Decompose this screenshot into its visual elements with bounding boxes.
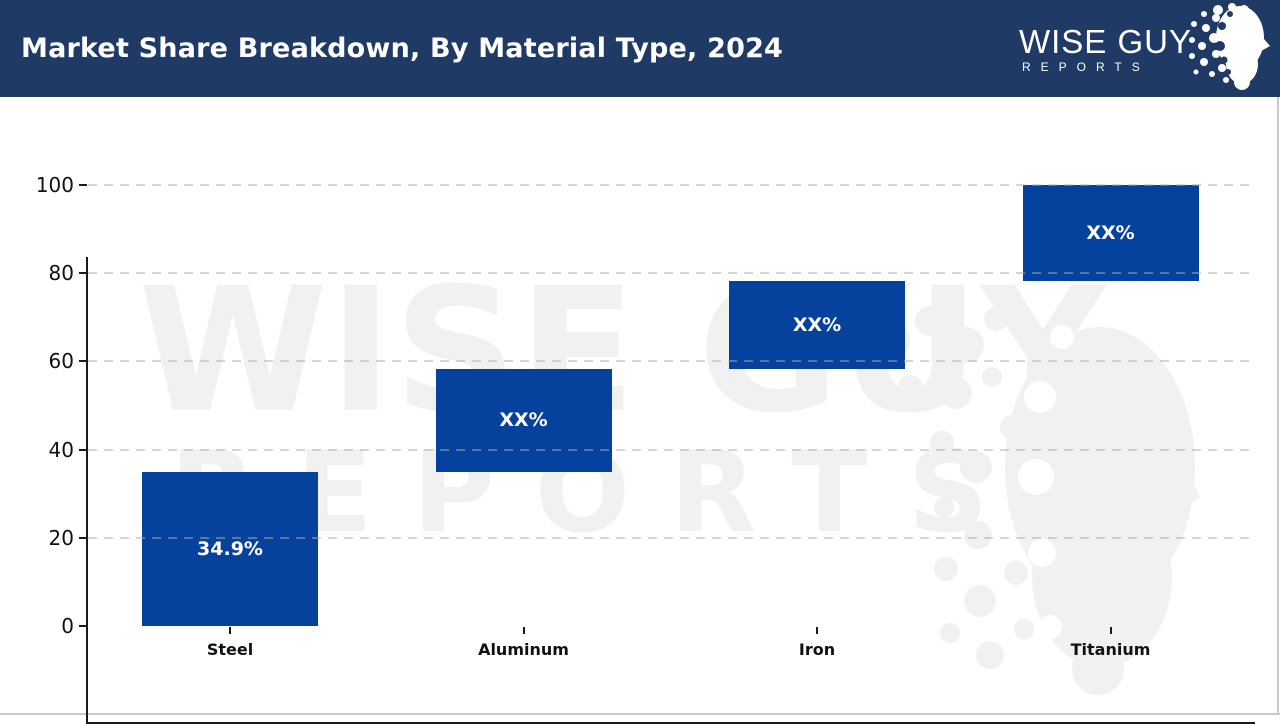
y-tick-label-0: 0 — [61, 614, 74, 638]
x-tick-steel — [229, 627, 231, 634]
y-tick-20 — [79, 536, 87, 539]
x-axis-label-aluminum: Aluminum — [478, 640, 569, 659]
gridline-20 — [88, 536, 1255, 539]
y-tick-100 — [79, 184, 87, 186]
y-tick-label-60: 60 — [48, 349, 74, 374]
brand-sub-wordmark: REPORTS — [1021, 60, 1150, 74]
x-axis-label-titanium: Titanium — [1070, 640, 1151, 659]
x-axis-label-steel: Steel — [206, 640, 254, 659]
gridline-100 — [88, 184, 1255, 186]
x-tick-titanium — [1109, 627, 1112, 634]
bar-iron: XX% — [729, 281, 905, 369]
y-tick-80 — [79, 272, 87, 275]
y-tick-label-40: 40 — [48, 437, 74, 462]
bar-value-label-titanium: XX% — [1086, 222, 1135, 245]
brand-wordmark: WISE GUY — [1018, 23, 1192, 60]
y-tick-label-80: 80 — [48, 261, 74, 286]
x-axis-label-iron: Iron — [798, 640, 836, 659]
brand-logo: WISE GUY REPORTS — [1019, 2, 1272, 96]
y-tick-label-20: 20 — [48, 525, 74, 550]
page-title: Market Share Breakdown, By Material Type… — [21, 33, 784, 64]
brand-logo-text: WISE GUY REPORTS — [1019, 25, 1192, 73]
bar-value-label-iron: XX% — [792, 314, 842, 336]
y-tick-60 — [79, 360, 87, 363]
gridline-80 — [88, 272, 1255, 275]
chart-right-border — [1277, 97, 1279, 714]
x-tick-aluminum — [522, 627, 525, 634]
x-tick-iron — [816, 627, 818, 634]
y-tick-0 — [79, 625, 87, 627]
y-axis-line — [86, 257, 88, 724]
chart-bottom-border — [0, 713, 1280, 715]
bar-value-label-steel: 34.9% — [197, 538, 263, 561]
gridline-60 — [88, 360, 1255, 363]
bar-value-label-aluminum: XX% — [499, 409, 548, 432]
y-tick-label-100: 100 — [35, 173, 74, 197]
header-bar: Market Share Breakdown, By Material Type… — [0, 0, 1280, 97]
bar-titanium: XX% — [1022, 185, 1199, 282]
bar-steel: 34.9% — [142, 472, 318, 626]
dotted-head-icon — [1182, 2, 1272, 96]
chart-area: WISE GUY REPORTS — [0, 97, 1280, 724]
bar-aluminum: XX% — [435, 368, 612, 473]
y-tick-40 — [79, 448, 87, 451]
gridline-40 — [88, 448, 1255, 451]
watermark-wordmark: WISE GUY — [138, 250, 1107, 451]
